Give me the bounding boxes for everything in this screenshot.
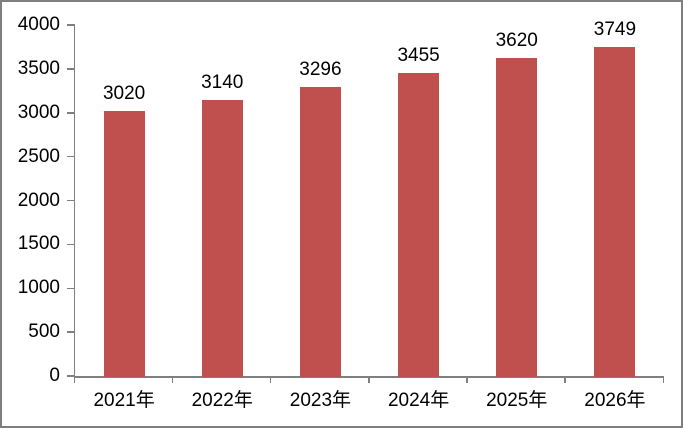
y-tick-mark	[67, 155, 75, 158]
x-tick-label: 2025年	[486, 390, 548, 411]
bar-value-label: 3749	[593, 19, 637, 41]
y-tick-mark	[67, 24, 75, 26]
bar-value-label: 3455	[397, 44, 440, 66]
y-tick-mark	[67, 243, 75, 246]
x-tick-mark	[564, 376, 566, 383]
bar-value-label: 3140	[201, 72, 244, 94]
y-tick-label: 2500	[17, 145, 60, 167]
y-tick-label: 3000	[17, 101, 60, 123]
y-tick-mark	[67, 331, 75, 333]
bar-value-label: 3296	[299, 58, 342, 80]
bar	[496, 58, 538, 377]
y-tick-label: 3500	[17, 57, 60, 79]
x-tick-mark	[73, 376, 75, 383]
bar	[398, 72, 440, 377]
y-tick-label: 4000	[17, 14, 60, 35]
y-tick-mark	[67, 199, 75, 202]
x-tick-mark	[662, 376, 664, 383]
x-tick-label: 2022年	[191, 390, 253, 411]
y-tick-label: 1000	[17, 277, 60, 299]
bar	[299, 86, 341, 377]
x-tick-mark	[269, 376, 272, 383]
y-tick-mark	[67, 287, 75, 289]
x-tick-label: 2023年	[289, 390, 352, 411]
bar-value-label: 3020	[102, 82, 146, 104]
bar-value-label: 3620	[495, 30, 538, 52]
x-tick-mark	[466, 376, 468, 383]
y-tick-mark	[67, 112, 75, 114]
y-tick-label: 1500	[17, 233, 60, 255]
x-tick-mark	[368, 376, 370, 383]
y-tick-mark	[67, 68, 75, 70]
bar	[201, 100, 243, 377]
y-tick-mark	[67, 375, 75, 377]
x-tick-label: 2026年	[584, 390, 646, 411]
x-tick-label: 2024年	[387, 390, 450, 411]
x-tick-mark	[171, 376, 174, 383]
y-tick-label: 500	[28, 321, 60, 343]
y-tick-label: 2000	[17, 189, 60, 211]
x-tick-label: 2021年	[93, 390, 155, 411]
bar	[594, 47, 636, 377]
bar	[103, 110, 145, 377]
y-tick-label: 0	[49, 365, 60, 386]
